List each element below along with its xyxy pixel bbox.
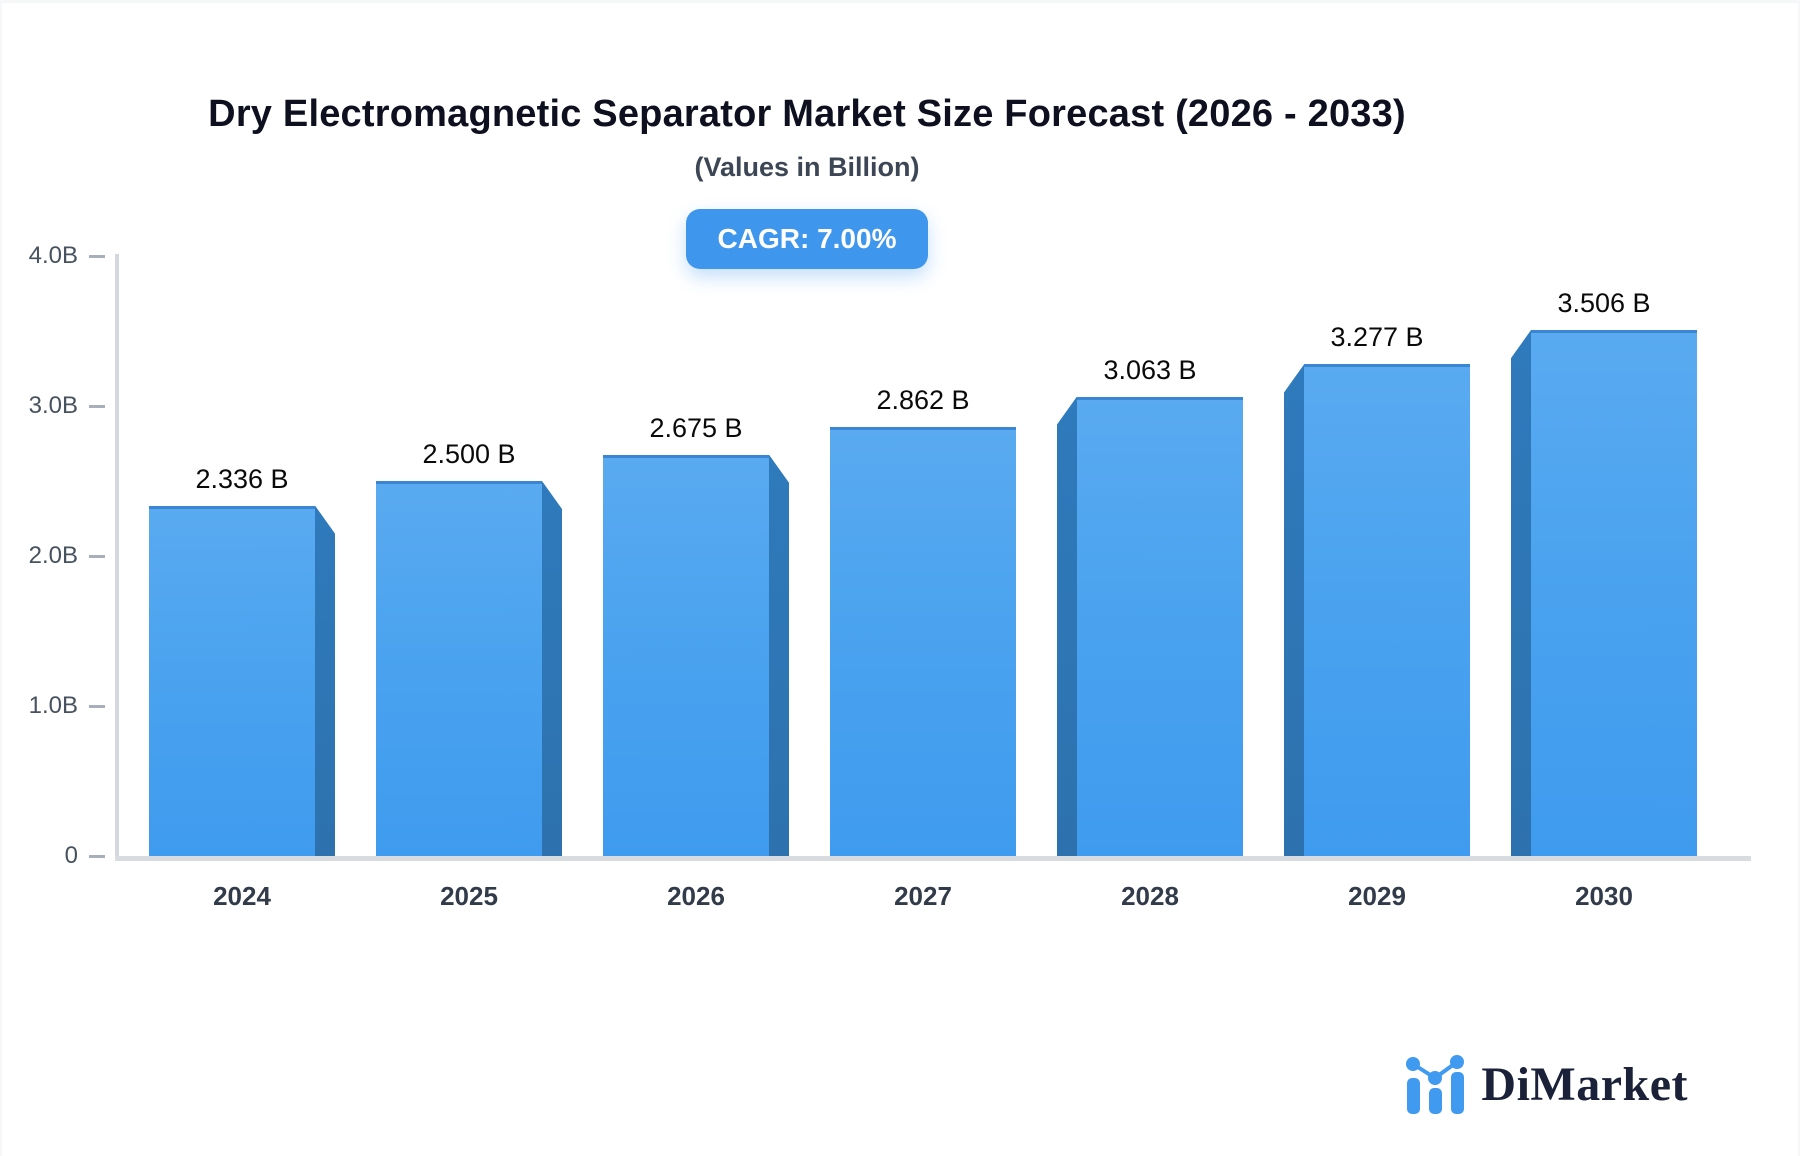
bar-face [1077, 396, 1243, 856]
x-tick-label: 2024 [213, 881, 271, 911]
bar-value-label: 3.063 B [1103, 354, 1197, 385]
logo-text: DiMarket [1481, 1057, 1688, 1111]
chart-page: Dry Electromagnetic Separator Market Siz… [2, 3, 1798, 1156]
bar-chart-plot-area: 0 1.0B 2.0B 3.0B 4.0B 2.336 B 2024 2.500 B 2025 2… [2, 244, 1800, 1016]
bar-face [149, 505, 315, 856]
y-tick [89, 855, 105, 858]
bar-value-label: 2.862 B [876, 384, 970, 415]
bar-face [376, 481, 542, 856]
chart-subtitle: (Values in Billion) [694, 152, 920, 182]
y-tick-label: 1.0B [28, 692, 78, 719]
x-tick-label: 2030 [1575, 881, 1633, 911]
bar-side-3d [315, 505, 335, 856]
bar-face [603, 454, 769, 856]
bar-chart-icon [1406, 1055, 1465, 1114]
chart-header: Dry Electromagnetic Separator Market Siz… [2, 3, 1612, 269]
bar-side-3d [1511, 330, 1531, 856]
x-axis-baseline [115, 856, 1751, 861]
y-tick [89, 255, 105, 258]
y-tick [89, 405, 105, 408]
dimarket-logo: DiMarket [1403, 1054, 1688, 1114]
bar-side-3d [1284, 364, 1304, 856]
y-tick-label: 2.0B [28, 542, 78, 569]
y-tick-label: 0 [64, 842, 78, 869]
chart-title: Dry Electromagnetic Separator Market Siz… [208, 93, 1406, 135]
bar-side-3d [542, 481, 562, 856]
bar-value-label: 2.675 B [649, 412, 743, 443]
bar-side-3d [1057, 396, 1077, 856]
bar-value-label: 2.500 B [422, 439, 516, 469]
x-tick-label: 2025 [440, 881, 498, 911]
bar-value-label: 2.336 B [195, 463, 289, 494]
bar-face [1304, 364, 1470, 856]
x-tick-label: 2027 [894, 881, 952, 911]
y-tick [89, 705, 105, 708]
y-axis-line [115, 254, 119, 861]
x-tick-label: 2026 [667, 881, 725, 911]
y-tick [89, 555, 105, 558]
bar-face [1531, 330, 1697, 856]
bar-side-3d [769, 454, 789, 856]
bar-face [830, 426, 1016, 856]
y-tick-label: 3.0B [28, 392, 78, 419]
cagr-badge: CAGR: 7.00% [685, 209, 929, 269]
x-tick-label: 2028 [1121, 881, 1179, 911]
bar-value-label: 3.277 B [1330, 322, 1424, 353]
bar-value-label: 3.506 B [1557, 288, 1651, 319]
x-tick-label: 2029 [1348, 881, 1406, 911]
y-tick-label: 4.0B [28, 242, 78, 269]
